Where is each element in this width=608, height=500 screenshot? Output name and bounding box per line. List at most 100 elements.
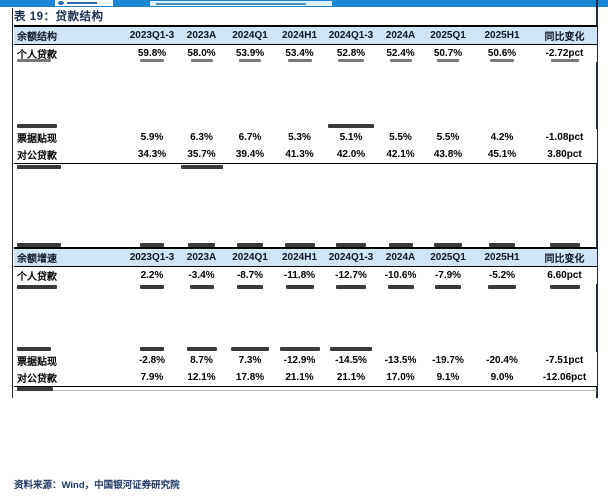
source-attribution: 资料来源：Wind，中国银河证券研究院 xyxy=(14,480,180,491)
header-cell: 2025Q1 xyxy=(430,30,466,41)
data-cell: 39.4% xyxy=(235,149,265,160)
toolbar-text-fragment xyxy=(156,2,306,5)
data-cell: 43.8% xyxy=(433,149,463,160)
balance-growth-header-row: 余额增速 2023Q1-3 2023A 2024Q1 2024H1 2024Q1… xyxy=(14,247,597,267)
header-cell: 2024H1 xyxy=(281,252,318,263)
data-cell: 6.7% xyxy=(238,132,262,143)
data-cell: -20.4% xyxy=(486,355,518,366)
data-cell: -14.5% xyxy=(335,355,367,366)
clipped-text-fragment xyxy=(14,124,597,128)
table-row: 个人贷款 2.2% -3.4% -8.7% -11.8% -12.7% -10.… xyxy=(14,267,597,284)
header-cell: 2024H1 xyxy=(281,30,318,41)
table-row: 对公贷款 7.9% 12.1% 17.8% 21.1% 21.1% 17.0% … xyxy=(14,369,597,386)
header-row-label: 余额结构 xyxy=(17,32,57,43)
data-cell: -1.08pct xyxy=(545,132,584,143)
frame-left-border xyxy=(12,8,13,398)
table-row: 票据贴现 -2.8% 8.7% 7.3% -12.9% -14.5% -13.5… xyxy=(14,352,597,369)
data-cell: 7.3% xyxy=(238,355,262,366)
header-cell: 同比变化 xyxy=(544,32,585,43)
clipped-row-divider xyxy=(14,390,597,391)
data-cell: 9.1% xyxy=(436,372,460,383)
data-cell: 52.8% xyxy=(336,48,366,59)
data-cell: -12.06pct xyxy=(542,372,587,383)
header-cell: 2023A xyxy=(186,30,217,41)
header-cell: 2025H1 xyxy=(484,252,520,263)
data-cell: 58.0% xyxy=(187,48,216,59)
row-label: 票据贴现 xyxy=(17,134,57,145)
data-cell: 50.6% xyxy=(487,48,517,59)
data-cell: 2.2% xyxy=(140,270,164,281)
cropped-previous-figure-bar xyxy=(0,0,608,7)
header-cell: 2024Q1-3 xyxy=(328,30,374,41)
header-cell: 2023Q1-3 xyxy=(129,30,175,41)
header-cell: 2023A xyxy=(186,252,217,263)
table-row: 票据贴现 5.9% 6.3% 6.7% 5.3% 5.1% 5.5% 5.5% … xyxy=(14,129,597,146)
table-row: 个人贷款 59.8% 58.0% 53.9% 53.4% 52.8% 52.4%… xyxy=(14,45,597,62)
data-cell: 42.0% xyxy=(336,149,366,160)
data-cell: 17.8% xyxy=(235,372,265,383)
data-cell: 8.7% xyxy=(190,355,213,366)
data-cell: 9.0% xyxy=(490,372,514,383)
data-cell: 35.7% xyxy=(187,149,216,160)
data-cell: 59.8% xyxy=(137,48,167,59)
row-label: 个人贷款 xyxy=(17,50,57,61)
table-row: 对公贷款 34.3% 35.7% 39.4% 41.3% 42.0% 42.1%… xyxy=(14,146,597,163)
clipped-text-fragment xyxy=(14,387,597,391)
data-cell: -11.8% xyxy=(283,270,316,281)
data-cell: -10.6% xyxy=(384,270,417,281)
balance-growth-table-top: 余额增速 2023Q1-3 2023A 2024Q1 2024H1 2024Q1… xyxy=(14,247,597,284)
frame-right-border xyxy=(596,0,598,398)
data-cell: 6.60pct xyxy=(547,270,582,281)
data-cell: 50.7% xyxy=(433,48,463,59)
data-cell: 52.4% xyxy=(386,48,415,59)
data-cell: 5.3% xyxy=(288,132,311,143)
row-label: 对公贷款 xyxy=(17,151,57,162)
data-cell: 7.9% xyxy=(140,372,164,383)
data-cell: -3.4% xyxy=(188,270,215,281)
header-cell: 2025Q1 xyxy=(430,252,466,263)
data-cell: 5.1% xyxy=(339,132,363,143)
data-cell: -7.51pct xyxy=(545,355,584,366)
data-cell: 42.1% xyxy=(386,149,415,160)
data-cell: 53.9% xyxy=(235,48,265,59)
toolbar-fragment xyxy=(150,1,332,6)
data-cell: 45.1% xyxy=(487,149,517,160)
data-cell: -12.9% xyxy=(283,355,316,366)
data-cell: 5.9% xyxy=(140,132,164,143)
data-cell: 17.0% xyxy=(386,372,415,383)
clipped-text-fragment xyxy=(14,285,597,289)
data-cell: -2.72pct xyxy=(545,48,584,59)
clipped-text-fragment xyxy=(14,243,597,247)
data-cell: -2.8% xyxy=(138,355,166,366)
data-cell: 34.3% xyxy=(137,149,167,160)
data-cell: 5.5% xyxy=(389,132,412,143)
row-label: 对公贷款 xyxy=(17,374,57,385)
data-cell: 21.1% xyxy=(285,372,314,383)
data-cell: -7.9% xyxy=(434,270,462,281)
logo-fragment xyxy=(55,0,113,6)
logo-circle-icon xyxy=(58,1,64,5)
header-cell: 2023Q1-3 xyxy=(129,252,175,263)
data-cell: -8.7% xyxy=(236,270,264,281)
data-cell: 5.5% xyxy=(436,132,460,143)
data-cell: -5.2% xyxy=(488,270,516,281)
header-cell: 2024Q1 xyxy=(232,30,268,41)
row-label: 票据贴现 xyxy=(17,357,57,368)
balance-structure-table-bottom: 票据贴现 5.9% 6.3% 6.7% 5.3% 5.1% 5.5% 5.5% … xyxy=(14,129,597,164)
figure-title: 表 19：贷款结构 xyxy=(14,11,104,23)
balance-growth-table-bottom: 票据贴现 -2.8% 8.7% 7.3% -12.9% -14.5% -13.5… xyxy=(14,352,597,387)
row-label: 个人贷款 xyxy=(17,272,57,283)
data-cell: 41.3% xyxy=(285,149,314,160)
balance-structure-table-top: 余额结构 2023Q1-3 2023A 2024Q1 2024H1 2024Q1… xyxy=(14,25,597,62)
data-cell: -12.7% xyxy=(335,270,367,281)
data-cell: 6.3% xyxy=(190,132,213,143)
data-cell: 12.1% xyxy=(187,372,216,383)
data-cell: 21.1% xyxy=(336,372,366,383)
data-cell: 3.80pct xyxy=(547,149,582,160)
clipped-text-fragment xyxy=(14,165,597,169)
clipped-text-fragment xyxy=(14,59,597,62)
data-cell: 4.2% xyxy=(490,132,514,143)
logo-text-fragment xyxy=(67,2,97,4)
header-row-label: 余额增速 xyxy=(17,254,57,265)
